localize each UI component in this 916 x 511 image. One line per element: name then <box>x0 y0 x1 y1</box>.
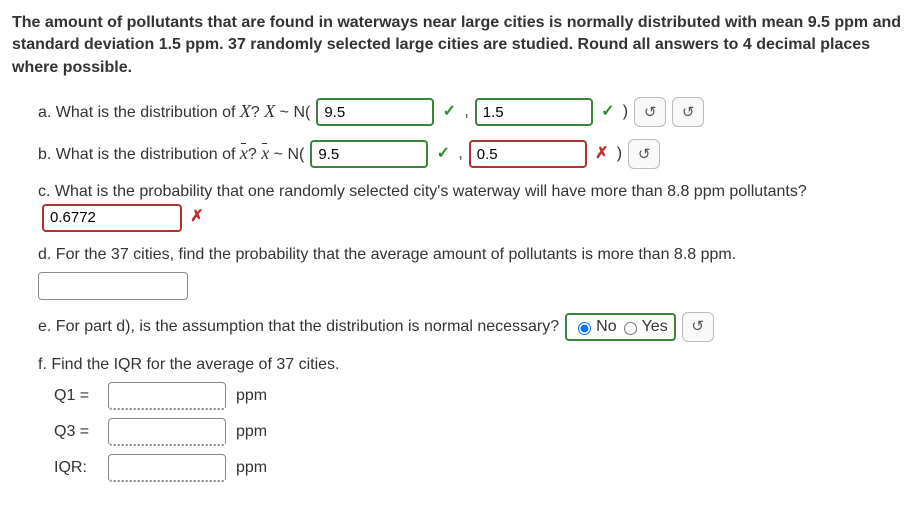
question-a: a. What is the distribution of X? X ~ N(… <box>38 97 904 127</box>
question-f: f. Find the IQR for the average of 37 ci… <box>38 354 904 482</box>
retry-icon[interactable]: ↺ <box>672 97 704 127</box>
e-radio-group: No Yes <box>565 313 676 341</box>
iqr-input[interactable] <box>108 454 226 482</box>
question-d: d. For the 37 cities, find the probabili… <box>38 244 904 300</box>
radio-no[interactable] <box>578 322 591 335</box>
unit: ppm <box>236 421 267 443</box>
f-q3-row: Q3 = ppm <box>54 418 904 446</box>
f-q1-row: Q1 = ppm <box>54 382 904 410</box>
q1-label: Q1 = <box>54 385 100 407</box>
d-prob-input[interactable] <box>38 272 188 300</box>
var-xbar: x <box>240 141 248 166</box>
close-paren: ) <box>617 143 622 165</box>
f-iqr-row: IQR: ppm <box>54 454 904 482</box>
q-f-text: f. Find the IQR for the average of 37 ci… <box>38 354 904 376</box>
q-c-text: c. What is the probability that one rand… <box>38 183 807 200</box>
problem-intro: The amount of pollutants that are found … <box>12 12 904 79</box>
q1-input[interactable] <box>108 382 226 410</box>
a-mean-input[interactable] <box>316 98 434 126</box>
unit: ppm <box>236 457 267 479</box>
iqr-label: IQR: <box>54 457 100 479</box>
question-c: c. What is the probability that one rand… <box>38 181 904 231</box>
x-icon: ✗ <box>188 206 206 228</box>
q3-input[interactable] <box>108 418 226 446</box>
q-b-text: b. What is the distribution of x? x ~ N( <box>38 141 304 166</box>
radio-yes-label[interactable]: Yes <box>619 316 668 338</box>
comma: , <box>464 101 468 123</box>
q-d-text: d. For the 37 cities, find the probabili… <box>38 244 904 266</box>
close-paren: ) <box>623 101 628 123</box>
q-a-text: a. What is the distribution of X? X ~ N( <box>38 99 310 124</box>
question-e: e. For part d), is the assumption that t… <box>38 312 904 342</box>
c-prob-input[interactable] <box>42 204 182 232</box>
var-X: X <box>240 101 251 121</box>
unit: ppm <box>236 385 267 407</box>
retry-icon[interactable]: ↺ <box>682 312 714 342</box>
retry-icon[interactable]: ↺ <box>628 139 660 169</box>
x-icon: ✗ <box>593 143 611 165</box>
comma: , <box>458 143 462 165</box>
check-icon: ✓ <box>599 101 617 123</box>
q-e-text: e. For part d), is the assumption that t… <box>38 316 559 338</box>
radio-no-label[interactable]: No <box>573 316 616 338</box>
check-icon: ✓ <box>440 101 458 123</box>
radio-yes[interactable] <box>624 322 637 335</box>
retry-icon[interactable]: ↺ <box>634 97 666 127</box>
question-list: a. What is the distribution of X? X ~ N(… <box>12 97 904 482</box>
q3-label: Q3 = <box>54 421 100 443</box>
check-icon: ✓ <box>434 143 452 165</box>
b-mean-input[interactable] <box>310 140 428 168</box>
var-xbar-2: x <box>261 141 269 166</box>
question-b: b. What is the distribution of x? x ~ N(… <box>38 139 904 169</box>
var-X-2: X <box>264 101 275 121</box>
a-sd-input[interactable] <box>475 98 593 126</box>
b-sd-input[interactable] <box>469 140 587 168</box>
